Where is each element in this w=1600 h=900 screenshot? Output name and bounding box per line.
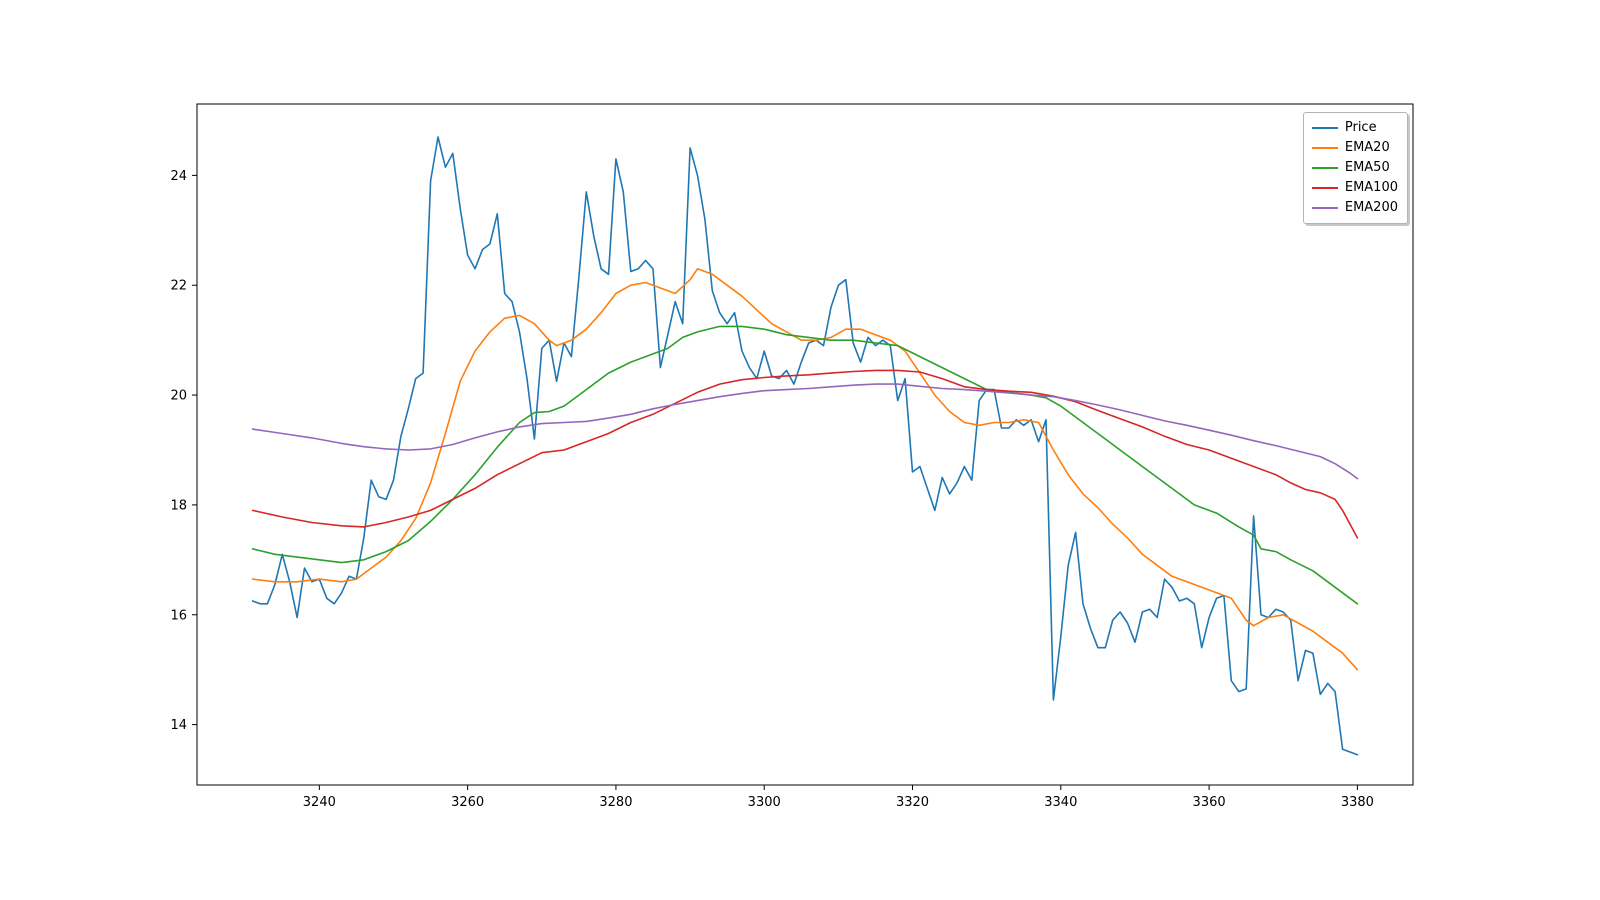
legend-label-ema200: EMA200 (1344, 200, 1398, 215)
legend-label-price: Price (1344, 120, 1377, 135)
legend-line-sample-ema200-icon (1311, 207, 1338, 209)
legend: Price EMA20 EMA50 EMA100 EMA200 (1302, 112, 1408, 224)
legend-line-sample-price-icon (1311, 127, 1338, 129)
x-tick-label: 3280 (599, 795, 632, 810)
legend-item-ema100: EMA100 (1311, 178, 1398, 198)
legend-item-price: Price (1311, 118, 1398, 138)
legend-label-ema20: EMA20 (1344, 140, 1390, 155)
series-line-ema50 (251, 325, 1359, 605)
plot-border (196, 103, 1414, 786)
x-tick-label: 3340 (1044, 795, 1077, 810)
x-tick-label: 3240 (303, 795, 336, 810)
x-tick-label: 3360 (1193, 795, 1226, 810)
y-tick-label: 20 (170, 389, 187, 404)
y-tick-label: 24 (170, 169, 187, 184)
legend-line-sample-ema50-icon (1311, 167, 1338, 169)
y-tick-label: 16 (170, 608, 187, 623)
legend-line-sample-ema100-icon (1311, 187, 1338, 189)
y-tick-label: 22 (170, 279, 187, 294)
series-line-price (251, 136, 1359, 756)
legend-line-sample-ema20-icon (1311, 147, 1338, 149)
y-tick-label: 14 (170, 718, 187, 733)
x-tick-label: 3260 (451, 795, 484, 810)
y-tick-label: 18 (170, 498, 187, 513)
legend-label-ema50: EMA50 (1344, 160, 1390, 175)
x-tick-label: 3320 (896, 795, 929, 810)
legend-label-ema100: EMA100 (1344, 180, 1398, 195)
legend-item-ema200: EMA200 (1311, 198, 1398, 218)
x-tick-label: 3380 (1341, 795, 1374, 810)
x-tick-label: 3300 (748, 795, 781, 810)
legend-item-ema50: EMA50 (1311, 158, 1398, 178)
series-line-ema100 (251, 369, 1359, 539)
series-line-ema200 (251, 383, 1359, 480)
legend-item-ema20: EMA20 (1311, 138, 1398, 158)
series-line-ema20 (251, 267, 1359, 671)
